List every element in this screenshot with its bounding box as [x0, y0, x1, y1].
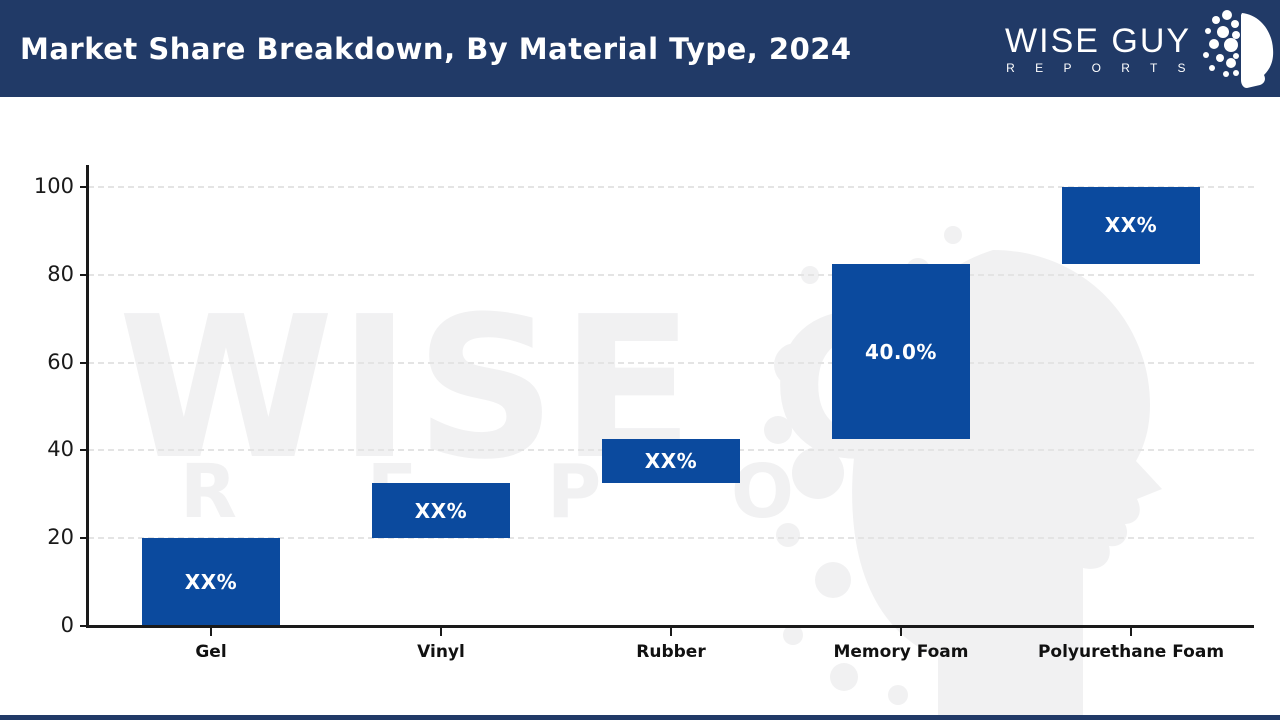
y-tick-mark — [80, 449, 88, 452]
gridline-100 — [88, 186, 1254, 188]
x-tick-mark — [670, 628, 672, 636]
bar-value-label: XX% — [644, 449, 698, 474]
logo-head-icon — [1203, 10, 1274, 88]
logo-wordmark-sub: R E P O R T S — [1006, 61, 1194, 75]
y-tick-label: 40 — [47, 437, 74, 462]
x-tick-mark — [440, 628, 442, 636]
bar-value-label: XX% — [1104, 213, 1158, 238]
y-tick-mark — [80, 273, 88, 276]
x-tick-mark — [210, 628, 212, 636]
x-axis-label: Polyurethane Foam — [1037, 642, 1225, 662]
x-tick-mark — [1130, 628, 1132, 636]
bar-value-label: XX% — [184, 570, 238, 595]
bar-rubber: XX% — [602, 439, 740, 484]
gridline-80 — [88, 273, 1254, 276]
y-tick-mark — [80, 625, 88, 627]
bar-gel: XX% — [142, 538, 280, 626]
footer-bar — [0, 715, 1280, 720]
header-bar: Market Share Breakdown, By Material Type… — [0, 0, 1280, 97]
y-tick-label: 0 — [60, 613, 74, 637]
x-axis-line — [86, 625, 1254, 628]
y-tick-mark — [80, 361, 88, 364]
bar-polyurethane-foam: XX% — [1062, 187, 1200, 264]
chart-area: WISE GU R E P O R 0 20 40 60 80 100 XX% Gel XX% V… — [0, 97, 1280, 720]
y-tick-label: 20 — [47, 525, 74, 550]
x-axis-label: Gel — [195, 642, 227, 662]
x-axis-label: Rubber — [636, 642, 706, 662]
bar-value-label: 40.0% — [865, 339, 937, 364]
y-tick-label: 100 — [33, 174, 74, 198]
x-axis-label: Vinyl — [417, 642, 465, 662]
logo-wordmark-main: WISE GUY — [1005, 22, 1192, 60]
x-tick-mark — [900, 628, 902, 636]
bar-vinyl: XX% — [372, 483, 510, 539]
wise-guy-logo: WISE GUY R E P O R T S — [1002, 8, 1274, 90]
y-axis-line — [86, 165, 89, 628]
y-tick-label: 60 — [47, 349, 74, 374]
y-tick-mark — [80, 537, 88, 540]
logo-wordmark: WISE GUY R E P O R T S — [1002, 24, 1194, 74]
gridline-20 — [88, 537, 1254, 540]
watermark-subtext: R E P O R — [180, 449, 1033, 535]
y-tick-label: 80 — [47, 261, 74, 286]
y-tick-mark — [80, 186, 88, 188]
chart-title: Market Share Breakdown, By Material Type… — [20, 31, 852, 66]
x-axis-label: Memory Foam — [833, 642, 969, 662]
gridline-60 — [88, 361, 1254, 364]
bar-value-label: XX% — [414, 498, 468, 523]
bar-memory-foam: 40.0% — [832, 263, 970, 440]
